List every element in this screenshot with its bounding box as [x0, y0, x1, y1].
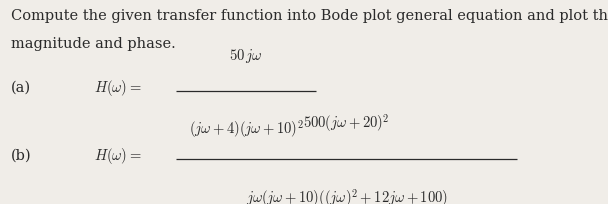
Text: $j\omega(j\omega+10)((j\omega)^{2}+12j\omega+100)$: $j\omega(j\omega+10)((j\omega)^{2}+12j\o…	[246, 187, 447, 204]
Text: (b): (b)	[11, 149, 32, 163]
Text: $50\,j\omega$: $50\,j\omega$	[229, 47, 263, 65]
Text: Compute the given transfer function into Bode plot general equation and plot the: Compute the given transfer function into…	[11, 9, 608, 23]
Text: $500(j\omega+20)^{2}$: $500(j\omega+20)^{2}$	[303, 112, 390, 134]
Text: $H(\omega)=$: $H(\omega)=$	[94, 146, 142, 166]
Text: $(j\omega+4)(j\omega+10)^{2}$: $(j\omega+4)(j\omega+10)^{2}$	[189, 118, 303, 140]
Text: magnitude and phase.: magnitude and phase.	[11, 37, 176, 51]
Text: (a): (a)	[11, 81, 31, 95]
Text: $H(\omega)=$: $H(\omega)=$	[94, 78, 142, 98]
